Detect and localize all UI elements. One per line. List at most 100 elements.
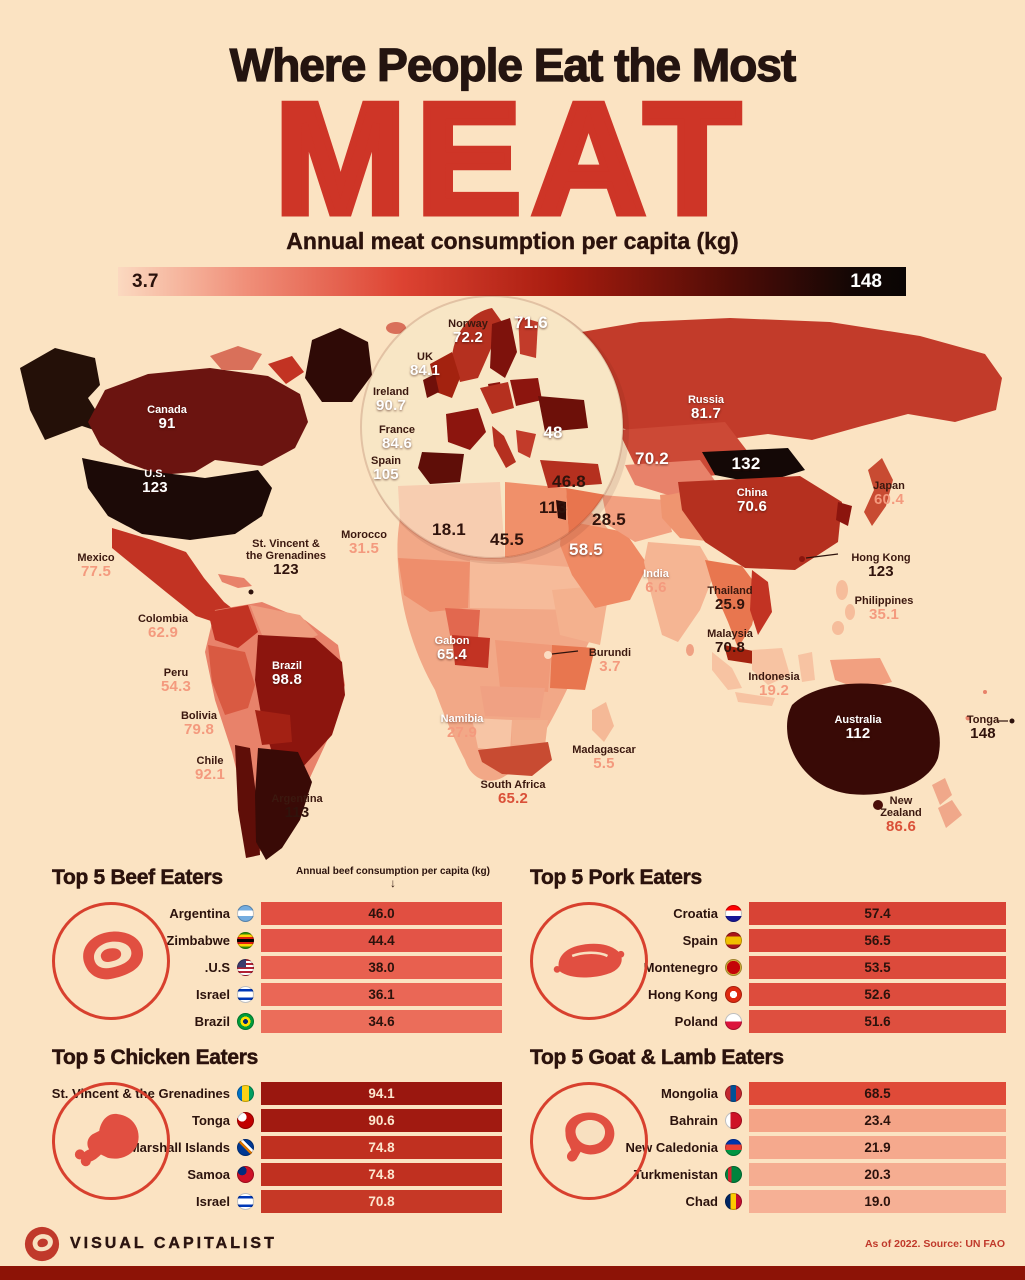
israel-flag-icon <box>237 986 254 1003</box>
china-shape <box>678 476 842 570</box>
row-value-bar: 90.6 <box>261 1109 502 1132</box>
us-shape <box>82 458 272 540</box>
tonga-dot <box>1009 718 1015 724</box>
hong-kong-flag-icon <box>725 986 742 1003</box>
table-row: Israel 70.8 <box>52 1190 502 1213</box>
table-row: Spain 56.5 <box>530 929 1006 952</box>
lamb-chop-icon <box>530 1082 648 1200</box>
row-country-label: U.S. <box>204 960 230 975</box>
top5-chicken-table: Top 5 Chicken Eaters St. Vincent & the G… <box>52 1046 502 1213</box>
table-title: Top 5 Goat & Lamb Eaters <box>530 1046 785 1070</box>
row-country-label: Croatia <box>673 906 718 921</box>
table-rows: Mongolia 68.5 Bahrain 23.4 New Caledonia 21.9… <box>530 1082 1006 1213</box>
row-value-bar: 38.0 <box>261 956 502 979</box>
spain-shape <box>418 452 464 484</box>
row-value-bar: 19.0 <box>749 1190 1006 1213</box>
ireland-shape <box>423 374 439 398</box>
legend-max-value: 148 <box>850 271 882 292</box>
marshall-islands-flag-icon <box>237 1139 254 1156</box>
st-vincent-dot <box>248 589 254 595</box>
thailand-shape <box>705 560 760 648</box>
page-title: Where People Eat the Most <box>229 38 797 91</box>
brand-name: VISUAL CAPITALIST <box>70 1235 277 1252</box>
row-value-bar: 53.5 <box>749 956 1006 979</box>
table-note: Annual beef consumption per capita (kg) … <box>284 866 502 890</box>
world-landmasses <box>20 318 1015 860</box>
row-country-label: Bahrain <box>669 1113 718 1128</box>
visual-capitalist-logo <box>24 1226 60 1262</box>
color-scale-legend: 3.7 148 <box>118 267 906 296</box>
table-row: Poland 51.6 <box>530 1010 1006 1033</box>
spain-flag-icon <box>725 932 742 949</box>
bahrain-flag-icon <box>725 1112 742 1129</box>
footer: VISUAL CAPITALIST As of 2022. Source: UN… <box>24 1222 1005 1266</box>
new-caledonia-flag-icon <box>725 1139 742 1156</box>
argentina-flag-icon <box>237 905 254 922</box>
row-value-bar: 34.6 <box>261 1010 502 1033</box>
table-title: Top 5 Pork Eaters <box>530 866 703 890</box>
drumstick-icon <box>52 1082 170 1200</box>
connector-lines <box>551 553 1008 722</box>
chile-shape <box>235 745 260 858</box>
table-row: Israel 36.1 <box>52 983 502 1006</box>
mongolia-flag-icon <box>725 1085 742 1102</box>
row-country-label: Montenegro <box>643 960 718 975</box>
indonesia-shape <box>712 652 742 690</box>
subtitle: Annual meat consumption per capita (kg) <box>286 228 739 254</box>
table-row: Brazil 34.6 <box>52 1010 502 1033</box>
source-note: As of 2022. Source: UN FAO <box>864 1238 1005 1250</box>
alaska-shape <box>20 348 112 440</box>
table-row: Hong Kong 52.6 <box>530 983 1006 1006</box>
norway-shape <box>452 308 502 382</box>
table-row: Turkmenistan 20.3 <box>530 1163 1006 1186</box>
turkey-shape <box>540 460 602 488</box>
montenegro-flag-icon <box>725 959 742 976</box>
row-value-bar: 56.5 <box>749 929 1006 952</box>
table-row: Chad 19.0 <box>530 1190 1006 1213</box>
canada-shape <box>88 368 308 475</box>
table-row: Mongolia 68.5 <box>530 1082 1006 1105</box>
sausage-icon <box>530 902 648 1020</box>
zimbabwe-flag-icon <box>237 932 254 949</box>
samoa-flag-icon <box>237 1166 254 1183</box>
italy-shape <box>492 426 516 468</box>
row-country-label: Chad <box>685 1194 719 1209</box>
row-value-bar: 23.4 <box>749 1109 1006 1132</box>
world-map-svg <box>20 295 1015 860</box>
arabia-shape <box>560 520 648 608</box>
france-shape <box>446 408 486 450</box>
row-value-bar: 68.5 <box>749 1082 1006 1105</box>
mexico-shape <box>112 528 242 626</box>
poland-flag-icon <box>725 1013 742 1030</box>
brazil-flag-icon <box>237 1013 254 1030</box>
row-country-label: Turkmenistan <box>633 1167 718 1182</box>
down-arrow-icon: ↓ <box>390 876 396 890</box>
row-country-label: Spain <box>682 933 718 948</box>
greenland-shape <box>305 328 372 402</box>
burundi-dot <box>544 651 552 659</box>
u-s-flag-icon <box>237 959 254 976</box>
row-value-bar: 46.0 <box>261 902 502 925</box>
table-row: Samoa 74.8 <box>52 1163 502 1186</box>
row-country-label: Mongolia <box>660 1086 718 1101</box>
table-title: Top 5 Beef Eaters <box>52 866 224 890</box>
row-value-bar: 36.1 <box>261 983 502 1006</box>
row-country-label: Zimbabwe <box>166 933 230 948</box>
table-row: New Caledonia 21.9 <box>530 1136 1006 1159</box>
st-vincent-the-grenadines-flag-icon <box>237 1085 254 1102</box>
croatia-flag-icon <box>725 905 742 922</box>
europe-inset-content <box>398 308 612 558</box>
row-country-label: Poland <box>674 1014 718 1029</box>
table-rows: Argentina 46.0 Zimbabwe 44.4 U.S. 38.0 Israel 3… <box>52 902 502 1033</box>
namibia-shape <box>472 718 512 752</box>
argentina-shape <box>255 748 312 860</box>
table-row: Montenegro 53.5 <box>530 956 1006 979</box>
israel-flag-icon <box>237 1193 254 1210</box>
malaysia-shape <box>724 645 758 664</box>
row-value-bar: 74.8 <box>261 1136 502 1159</box>
legend-min-value: 3.7 <box>132 271 159 292</box>
table-title: Top 5 Chicken Eaters <box>52 1046 259 1070</box>
table-rows: Croatia 57.4 Spain 56.5 Montenegro 53.5 Hong K… <box>530 902 1006 1033</box>
table-row: Zimbabwe 44.4 <box>52 929 502 952</box>
south-africa-shape <box>478 742 552 776</box>
